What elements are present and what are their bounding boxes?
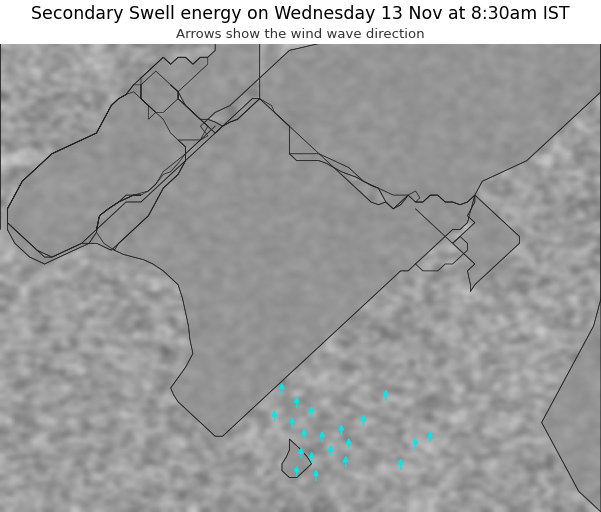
Polygon shape: [0, 44, 260, 257]
Polygon shape: [260, 44, 601, 209]
Polygon shape: [282, 439, 312, 478]
Text: Arrows show the wind wave direction: Arrows show the wind wave direction: [176, 28, 425, 41]
Polygon shape: [453, 195, 519, 291]
Polygon shape: [7, 57, 208, 223]
Polygon shape: [7, 71, 208, 264]
Text: Secondary Swell energy on Wednesday 13 Nov at 8:30am IST: Secondary Swell energy on Wednesday 13 N…: [31, 5, 570, 23]
Polygon shape: [542, 44, 601, 512]
Polygon shape: [96, 99, 475, 436]
